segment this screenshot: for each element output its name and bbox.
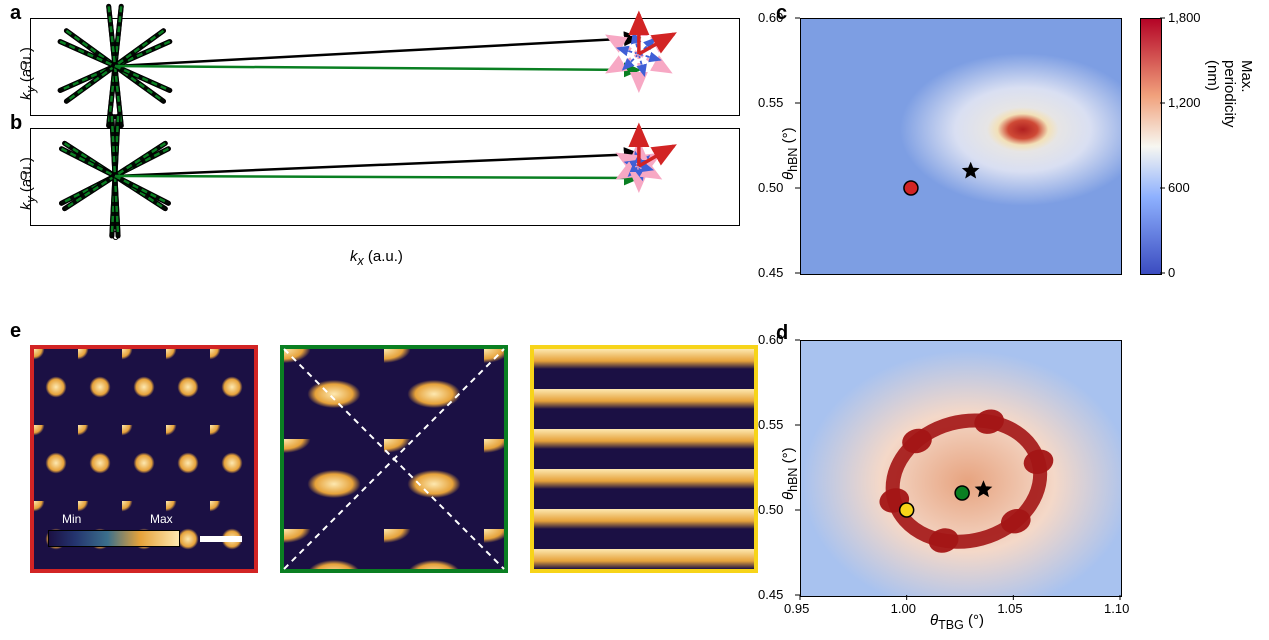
ytick: 0.50 [758,180,783,195]
panel-label-e: e [10,320,21,343]
e-scalebar [200,536,242,542]
ytick: 0.45 [758,587,783,602]
ytick: 0.45 [758,265,783,280]
cbar-title: Max. periodicity (nm) [1204,60,1255,128]
realspace-thumb-stripes [530,345,758,573]
ylabel-d-text: θhBN (°) [780,447,797,500]
e-cbar-min: Min [62,512,81,526]
kspace-plot-b [30,128,740,226]
cbar-tick: 1,800 [1168,10,1201,25]
ytick: 0.50 [758,502,783,517]
ylabel-a: ky (a.u.) [18,47,38,100]
ytick: 0.60 [758,332,783,347]
ylabel-d: θhBN (°) [780,447,800,500]
cbar-tick: 0 [1168,265,1175,280]
xtick: 1.05 [997,601,1022,616]
e-colorbar [48,530,180,547]
cbar-title-text: Max. periodicity (nm) [1204,60,1255,128]
panel-label-b: b [10,112,22,135]
ytick: 0.55 [758,95,783,110]
ytick: 0.60 [758,10,783,25]
ytick: 0.55 [758,417,783,432]
heatmap-d [800,340,1122,597]
xlabel-ab: kx (a.u.) [350,248,403,268]
cbar-tick: 1,200 [1168,95,1201,110]
xtick: 1.00 [891,601,916,616]
heatmap-c [800,18,1122,275]
ylabel-b-text: ky (a.u.) [18,157,35,210]
xtick: 1.10 [1104,601,1129,616]
ytick-b-0: 0 [20,168,27,183]
panel-label-a: a [10,2,21,25]
kspace-plot-a [30,18,740,116]
colorbar-cd [1140,18,1162,275]
ytick-a-0: 0 [20,58,27,73]
xlabel-d: θTBG (°) [930,612,984,632]
ylabel-c-text: θhBN (°) [780,127,797,180]
ylabel-c: θhBN (°) [780,127,800,180]
xtick-b-0: 0 [112,228,119,243]
e-cbar-max: Max [150,512,173,526]
cbar-tick: 600 [1168,180,1190,195]
xtick: 0.95 [784,601,809,616]
ylabel-a-text: ky (a.u.) [18,47,35,100]
ylabel-b: ky (a.u.) [18,157,38,210]
realspace-thumb-aniso [280,345,508,573]
